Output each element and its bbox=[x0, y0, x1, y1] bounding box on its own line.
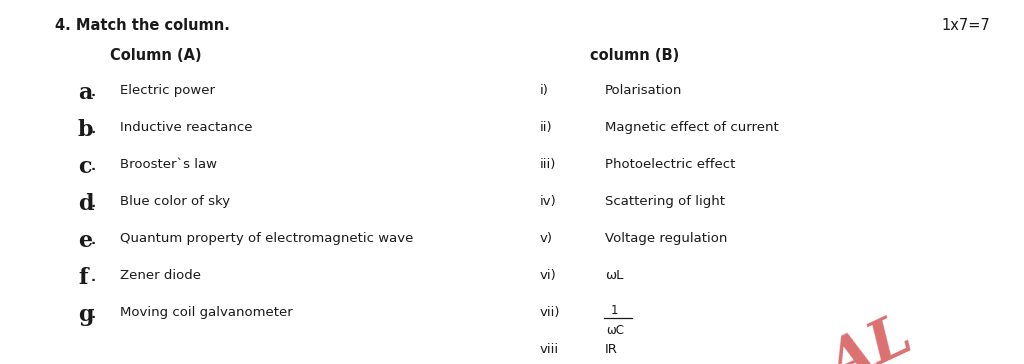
Text: AL: AL bbox=[820, 310, 922, 364]
Text: .: . bbox=[91, 197, 96, 210]
Text: IR: IR bbox=[605, 343, 617, 356]
Text: .: . bbox=[91, 308, 96, 321]
Text: 1x7=7: 1x7=7 bbox=[941, 18, 990, 33]
Text: Photoelectric effect: Photoelectric effect bbox=[605, 158, 735, 171]
Text: .: . bbox=[91, 271, 96, 284]
Text: ii): ii) bbox=[540, 121, 553, 134]
Text: Voltage regulation: Voltage regulation bbox=[605, 232, 727, 245]
Text: 4. Match the column.: 4. Match the column. bbox=[55, 18, 229, 33]
Text: Inductive reactance: Inductive reactance bbox=[120, 121, 253, 134]
Text: viii: viii bbox=[540, 343, 559, 356]
Text: 1: 1 bbox=[611, 304, 618, 317]
Text: .: . bbox=[91, 160, 96, 173]
Text: Magnetic effect of current: Magnetic effect of current bbox=[605, 121, 778, 134]
Text: a: a bbox=[78, 82, 92, 104]
Text: Quantum property of electromagnetic wave: Quantum property of electromagnetic wave bbox=[120, 232, 414, 245]
Text: Polarisation: Polarisation bbox=[605, 84, 682, 97]
Text: .: . bbox=[91, 123, 96, 136]
Text: column (B): column (B) bbox=[590, 48, 679, 63]
Text: d: d bbox=[78, 193, 93, 215]
Text: Blue color of sky: Blue color of sky bbox=[120, 195, 230, 208]
Text: ωL: ωL bbox=[605, 269, 624, 282]
Text: Brooster`s law: Brooster`s law bbox=[120, 158, 217, 171]
Text: vi): vi) bbox=[540, 269, 557, 282]
Text: Zener diode: Zener diode bbox=[120, 269, 201, 282]
Text: iv): iv) bbox=[540, 195, 557, 208]
Text: iii): iii) bbox=[540, 158, 556, 171]
Text: e: e bbox=[78, 230, 92, 252]
Text: Electric power: Electric power bbox=[120, 84, 215, 97]
Text: f: f bbox=[78, 267, 87, 289]
Text: Moving coil galvanometer: Moving coil galvanometer bbox=[120, 306, 293, 319]
Text: vii): vii) bbox=[540, 306, 560, 319]
Text: b: b bbox=[78, 119, 93, 141]
Text: ωC: ωC bbox=[606, 324, 624, 337]
Text: i): i) bbox=[540, 84, 549, 97]
Text: Column (A): Column (A) bbox=[110, 48, 202, 63]
Text: g: g bbox=[78, 304, 93, 326]
Text: .: . bbox=[91, 86, 96, 99]
Text: Scattering of light: Scattering of light bbox=[605, 195, 725, 208]
Text: v): v) bbox=[540, 232, 553, 245]
Text: c: c bbox=[78, 156, 91, 178]
Text: .: . bbox=[91, 234, 96, 247]
